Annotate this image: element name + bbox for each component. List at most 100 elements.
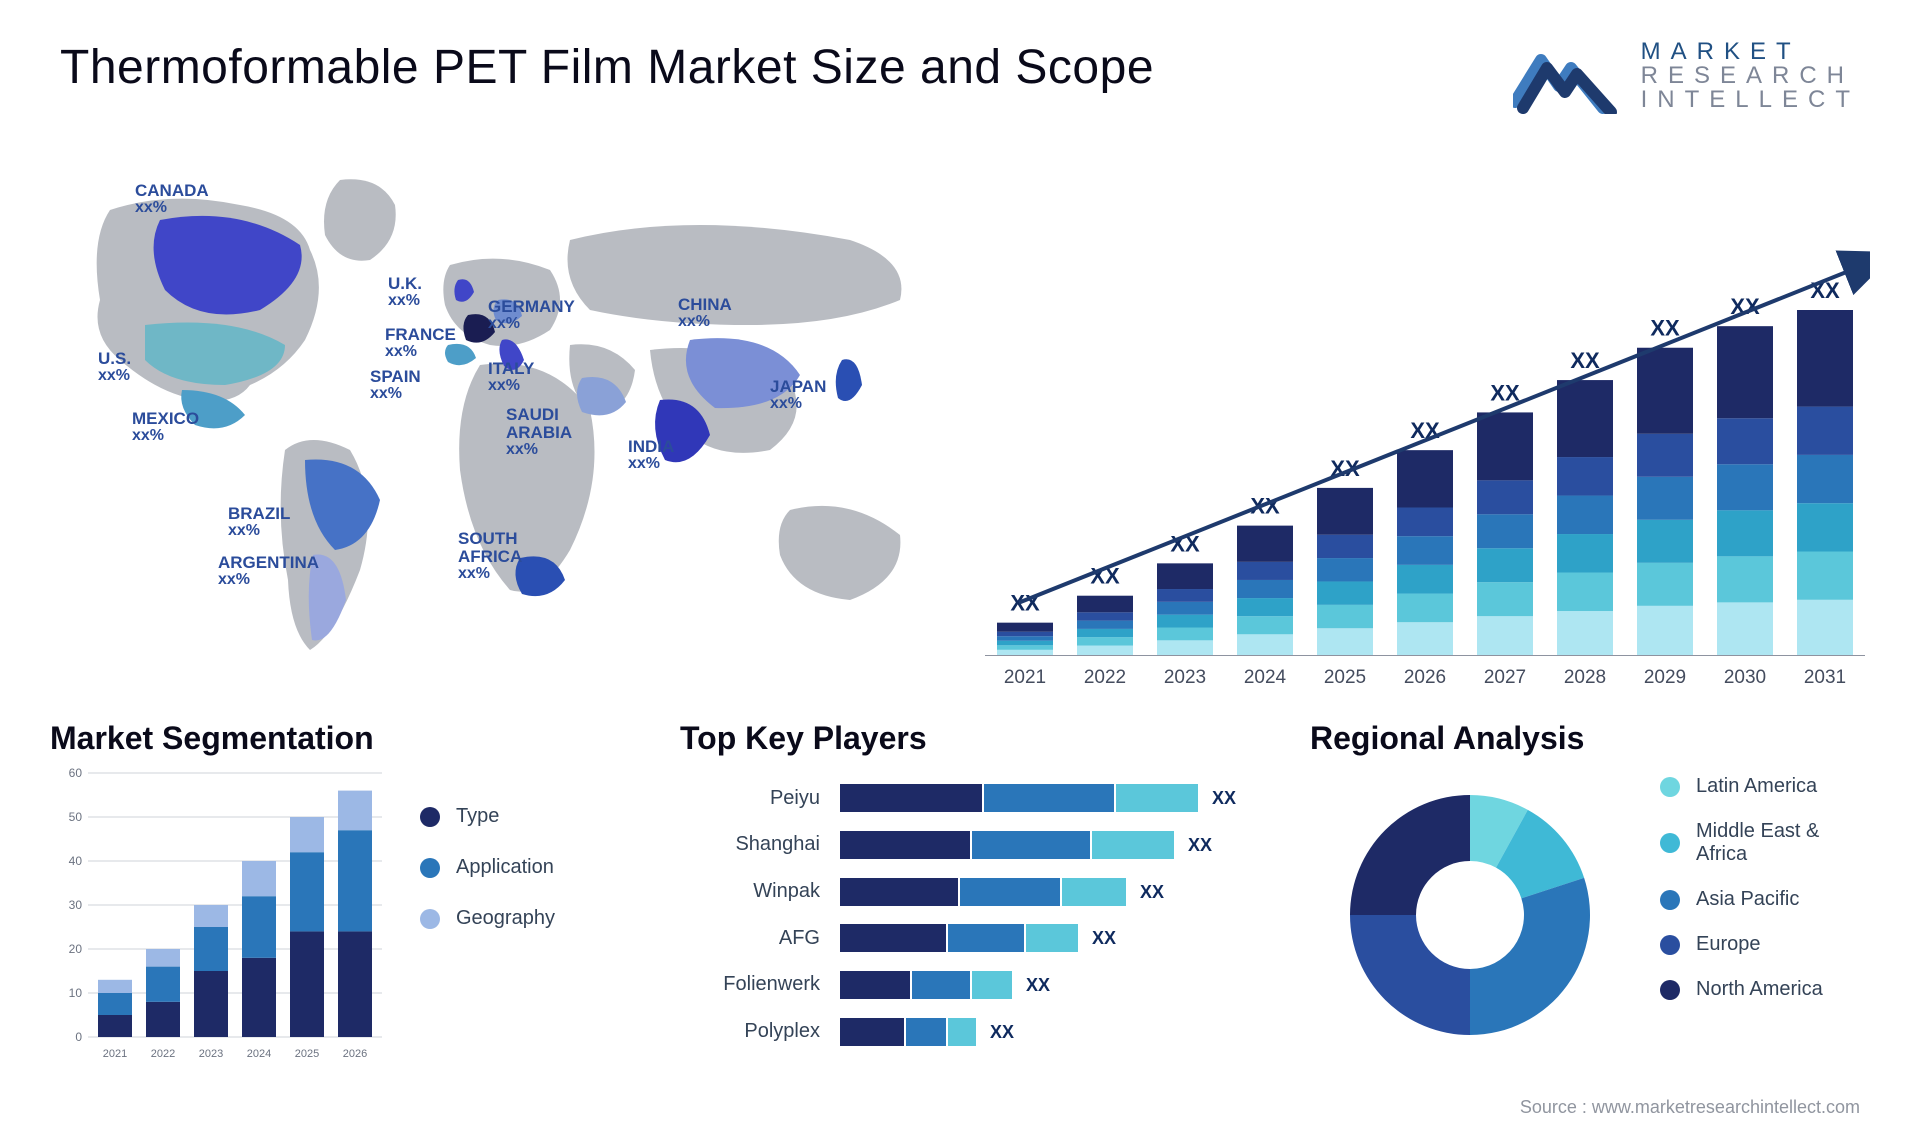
key-player-value: XX <box>1092 924 1116 952</box>
svg-text:2024: 2024 <box>1244 667 1287 688</box>
segmentation-chart-icon: 0102030405060202120222023202420252026 <box>50 765 390 1065</box>
map-label: MEXICOxx% <box>132 410 199 445</box>
map-label: BRAZILxx% <box>228 505 290 540</box>
key-player-value: XX <box>1026 971 1050 999</box>
key-players-panel: Top Key Players PeiyuShanghaiWinpakAFGFo… <box>680 720 1280 1100</box>
svg-text:2031: 2031 <box>1804 667 1846 688</box>
key-players-content: PeiyuShanghaiWinpakAFGFolienwerkPolyplex… <box>680 765 1280 1065</box>
donut-chart-icon <box>1310 765 1630 1065</box>
legend-swatch-icon <box>420 858 440 878</box>
key-player-name: Shanghai <box>680 833 820 856</box>
legend-swatch-icon <box>1660 833 1680 853</box>
svg-text:40: 40 <box>69 854 83 868</box>
key-player-name: AFG <box>680 927 820 950</box>
map-label: GERMANYxx% <box>488 298 575 333</box>
page-title: Thermoformable PET Film Market Size and … <box>60 40 1154 95</box>
regional-legend-item: Asia Pacific <box>1660 888 1870 911</box>
bottom-row: Market Segmentation 01020304050602021202… <box>50 720 1870 1100</box>
segmentation-legend-item: Geography <box>420 907 650 930</box>
svg-text:2021: 2021 <box>1004 667 1046 688</box>
key-player-bar-segment <box>906 1018 948 1046</box>
key-player-row: XX <box>840 924 1280 952</box>
legend-label: North America <box>1696 978 1823 1001</box>
key-player-bar-segment <box>1026 924 1080 952</box>
map-label: CANADAxx% <box>135 182 209 217</box>
key-player-bar-segment <box>840 831 972 859</box>
legend-swatch-icon <box>1660 777 1680 797</box>
regional-legend: Latin America Middle East & Africa Asia Pa… <box>1630 765 1870 1065</box>
svg-text:2021: 2021 <box>103 1048 127 1060</box>
regional-panel: Regional Analysis Latin America Middle Ea… <box>1310 720 1870 1100</box>
svg-text:2029: 2029 <box>1644 667 1686 688</box>
regional-donut-chart <box>1310 765 1630 1065</box>
key-player-value: XX <box>1140 878 1164 906</box>
svg-text:20: 20 <box>69 942 83 956</box>
key-player-row: XX <box>840 878 1280 906</box>
source-footer: Source : www.marketresearchintellect.com <box>1520 1097 1860 1118</box>
header: Thermoformable PET Film Market Size and … <box>50 30 1870 150</box>
key-player-name: Peiyu <box>680 787 820 810</box>
svg-text:2024: 2024 <box>247 1048 271 1060</box>
key-player-bar-segment <box>948 924 1026 952</box>
key-player-bar-segment <box>1062 878 1128 906</box>
legend-label: Type <box>456 805 499 828</box>
svg-text:2023: 2023 <box>199 1048 223 1060</box>
legend-label: Geography <box>456 907 555 930</box>
legend-swatch-icon <box>1660 980 1680 1000</box>
svg-text:50: 50 <box>69 810 83 824</box>
segmentation-content: 0102030405060202120222023202420252026 Ty… <box>50 765 650 1065</box>
key-player-name: Folienwerk <box>680 973 820 996</box>
key-player-bar-segment <box>960 878 1062 906</box>
segmentation-legend-item: Type <box>420 805 650 828</box>
svg-text:2026: 2026 <box>343 1048 367 1060</box>
regional-legend-item: North America <box>1660 978 1870 1001</box>
key-player-bar-segment <box>840 971 912 999</box>
growth-chart-plot: XX2021XX2022XX2023XX2024XX2025XX2026XX20… <box>980 250 1870 690</box>
legend-label: Middle East & Africa <box>1696 820 1870 866</box>
key-player-bar-segment <box>948 1018 978 1046</box>
growth-chart-panel: XX2021XX2022XX2023XX2024XX2025XX2026XX20… <box>980 150 1870 690</box>
segmentation-panel: Market Segmentation 01020304050602021202… <box>50 720 650 1100</box>
legend-label: Europe <box>1696 933 1761 956</box>
page-root: Thermoformable PET Film Market Size and … <box>0 0 1920 1146</box>
legend-swatch-icon <box>420 909 440 929</box>
key-player-bar-segment <box>840 784 984 812</box>
map-label: JAPANxx% <box>770 378 826 413</box>
svg-text:60: 60 <box>69 766 83 780</box>
legend-label: Application <box>456 856 554 879</box>
svg-text:2025: 2025 <box>1324 667 1366 688</box>
svg-text:XX: XX <box>1490 380 1520 405</box>
brand-line-2: RESEARCH <box>1641 64 1860 88</box>
key-players-title: Top Key Players <box>680 720 1280 757</box>
map-label: CHINAxx% <box>678 296 732 331</box>
world-map-panel: CANADAxx%U.S.xx%MEXICOxx%BRAZILxx%ARGENT… <box>50 150 950 690</box>
svg-text:2028: 2028 <box>1564 667 1606 688</box>
key-player-bar-segment <box>840 1018 906 1046</box>
key-player-row: XX <box>840 1018 1280 1046</box>
key-players-names: PeiyuShanghaiWinpakAFGFolienwerkPolyplex <box>680 765 840 1065</box>
brand-line-3: INTELLECT <box>1641 88 1860 112</box>
key-player-row: XX <box>840 784 1280 812</box>
regional-title: Regional Analysis <box>1310 720 1870 757</box>
svg-text:XX: XX <box>1570 348 1600 373</box>
svg-text:2022: 2022 <box>1084 667 1126 688</box>
map-labels: CANADAxx%U.S.xx%MEXICOxx%BRAZILxx%ARGENT… <box>50 150 950 690</box>
segmentation-title: Market Segmentation <box>50 720 650 757</box>
regional-legend-item: Latin America <box>1660 775 1870 798</box>
brand-logo: MARKET RESEARCH INTELLECT <box>1513 38 1860 114</box>
legend-label: Asia Pacific <box>1696 888 1799 911</box>
map-label: ITALYxx% <box>488 360 534 395</box>
key-player-bar-segment <box>972 831 1092 859</box>
regional-content: Latin America Middle East & Africa Asia Pa… <box>1310 765 1870 1065</box>
regional-legend-item: Europe <box>1660 933 1870 956</box>
map-label: INDIAxx% <box>628 438 674 473</box>
key-player-bar-segment <box>912 971 972 999</box>
key-player-bar-segment <box>1116 784 1200 812</box>
key-players-bars: XXXXXXXXXXXX <box>840 765 1280 1065</box>
map-label: U.S.xx% <box>98 350 131 385</box>
key-player-value: XX <box>1212 784 1236 812</box>
legend-swatch-icon <box>420 807 440 827</box>
map-label: SPAINxx% <box>370 368 421 403</box>
svg-text:2026: 2026 <box>1404 667 1446 688</box>
key-player-bar-segment <box>840 924 948 952</box>
